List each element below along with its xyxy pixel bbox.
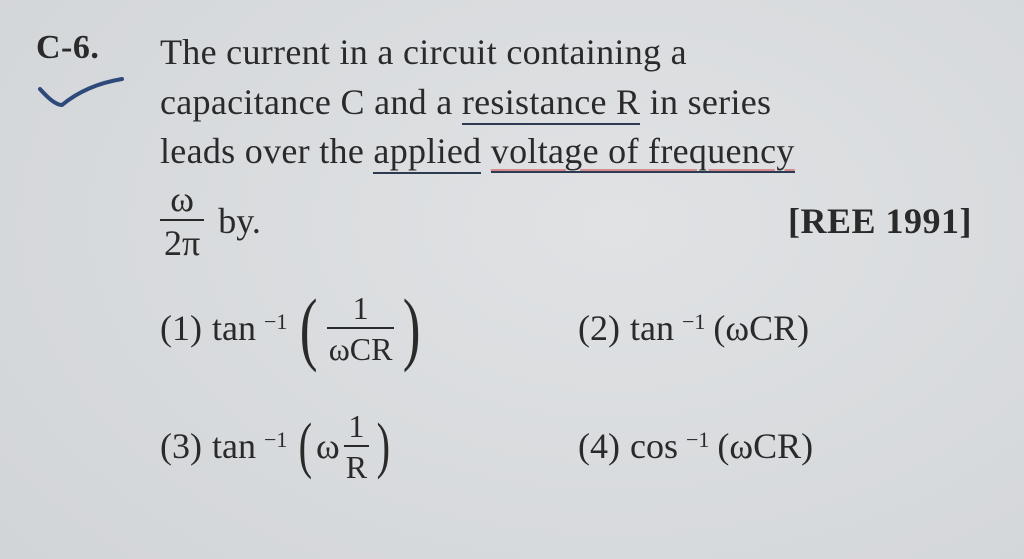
option-1-label: (1) bbox=[160, 307, 202, 349]
question-text: The current in a circuit containing a ca… bbox=[160, 28, 976, 177]
option-1-sup: −1 bbox=[264, 309, 287, 335]
option-1-frac: 1 ωCR bbox=[323, 292, 399, 365]
frequency-expression: ω 2π by. bbox=[160, 181, 261, 261]
freq-num: ω bbox=[166, 181, 198, 219]
question-row: C-6. The current in a circuit containing… bbox=[36, 28, 976, 177]
qtext-line3a: leads over the bbox=[160, 131, 373, 171]
source-tag: [REE 1991] bbox=[788, 200, 976, 242]
by-text: by. bbox=[218, 200, 261, 242]
option-2-label: (2) bbox=[578, 307, 620, 349]
option-1-frac-num: 1 bbox=[351, 292, 371, 327]
qtext-line2a: capacitance C and a bbox=[160, 82, 462, 122]
option-3-pre: ω bbox=[316, 425, 340, 467]
question-number-block: C-6. bbox=[36, 28, 136, 111]
option-3-sup: −1 bbox=[264, 427, 287, 453]
option-3-frac: 1 R bbox=[340, 410, 373, 483]
option-1-paren: ( 1 ωCR ) bbox=[295, 292, 425, 365]
option-4-arg: (ωCR) bbox=[717, 425, 813, 467]
qtext-voltage: voltage of frequency bbox=[491, 131, 795, 173]
option-2: (2) tan −1 (ωCR) bbox=[578, 283, 976, 373]
frequency-row: ω 2π by. [REE 1991] bbox=[160, 181, 976, 261]
option-3: (3) tan −1 ( ω 1 R ) bbox=[160, 401, 558, 491]
checkmark-icon bbox=[36, 75, 136, 111]
option-4-sup: −1 bbox=[686, 427, 709, 453]
option-3-frac-den: R bbox=[344, 445, 369, 483]
option-1: (1) tan −1 ( 1 ωCR ) bbox=[160, 283, 558, 373]
option-2-arg: (ωCR) bbox=[713, 307, 809, 349]
page: C-6. The current in a circuit containing… bbox=[0, 0, 1024, 559]
option-2-sup: −1 bbox=[682, 309, 705, 335]
option-4: (4) cos −1 (ωCR) bbox=[578, 401, 976, 491]
qtext-resistance: resistance R bbox=[462, 82, 641, 125]
option-1-frac-den: ωCR bbox=[327, 327, 395, 365]
qtext-applied: applied bbox=[373, 131, 481, 174]
option-4-label: (4) bbox=[578, 425, 620, 467]
option-1-fn: tan bbox=[212, 307, 256, 349]
freq-den: 2π bbox=[160, 219, 204, 261]
option-2-fn: tan bbox=[630, 307, 674, 349]
option-3-paren: ( ω 1 R ) bbox=[295, 410, 393, 483]
options-grid: (1) tan −1 ( 1 ωCR ) (2) tan −1 (ωCR) (3) … bbox=[160, 283, 976, 491]
qtext-line2c: in series bbox=[640, 82, 771, 122]
question-number: C-6. bbox=[36, 28, 136, 69]
option-3-frac-num: 1 bbox=[346, 410, 366, 445]
option-4-fn: cos bbox=[630, 425, 678, 467]
option-3-fn: tan bbox=[212, 425, 256, 467]
qtext-line1: The current in a circuit containing a bbox=[160, 32, 687, 72]
frequency-fraction: ω 2π bbox=[160, 181, 204, 261]
option-3-label: (3) bbox=[160, 425, 202, 467]
